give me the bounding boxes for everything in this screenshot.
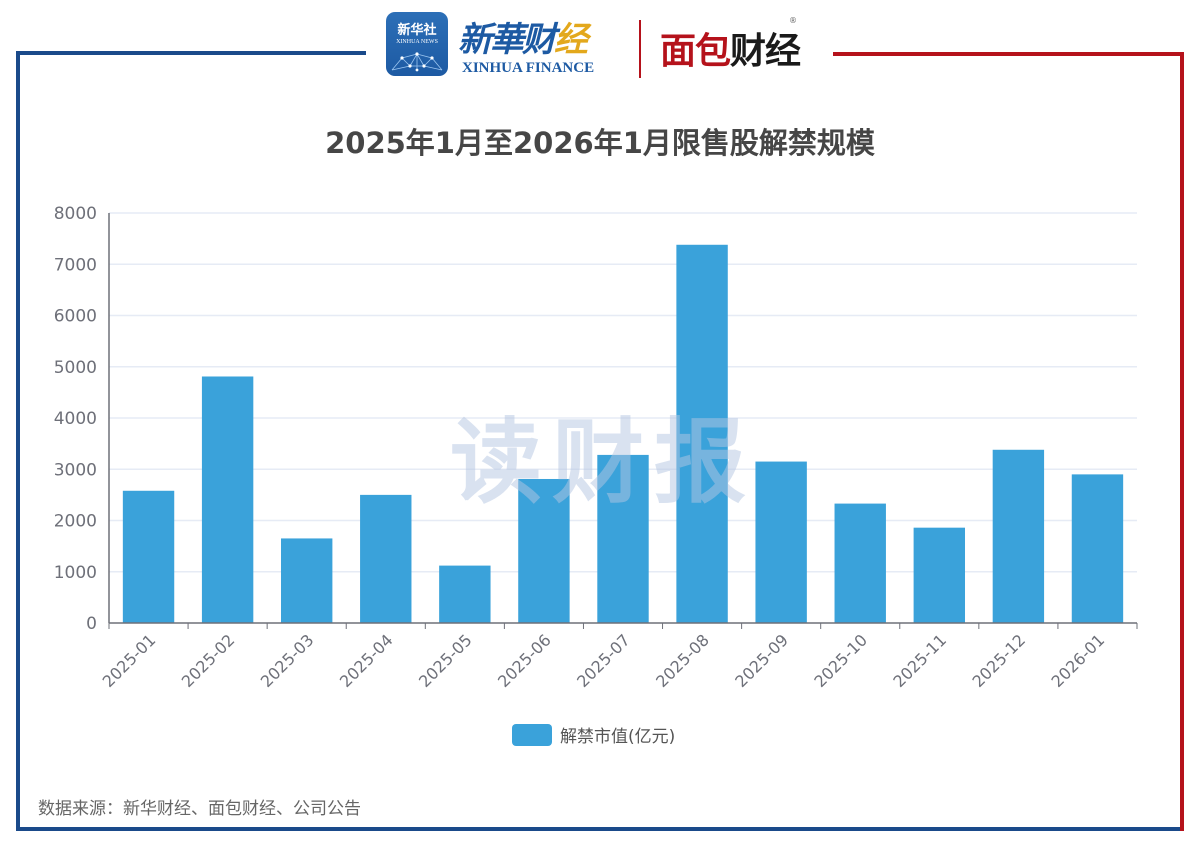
y-tick-label: 0 (86, 614, 97, 634)
bar[interactable] (676, 244, 728, 623)
y-tick-label: 5000 (54, 358, 97, 378)
x-tick-label: 2025-02 (178, 630, 239, 691)
bar[interactable] (992, 449, 1045, 623)
chart-title: 2025年1月至2026年1月限售股解禁规模 (325, 126, 875, 160)
xinhua-badge-cn: 新华社 (397, 23, 437, 38)
network-globe-icon (391, 52, 443, 72)
frame-top-left-line (16, 51, 366, 55)
xinhua-badge-en: XINHUA NEWS (396, 39, 438, 45)
mianbao-finance-logo: 面包财经 (660, 22, 801, 74)
frame-right-line (1180, 52, 1184, 831)
bar[interactable] (913, 527, 966, 623)
xinhua-finance-logo: 新華财经 XINHUA FINANCE (458, 12, 618, 78)
header-logos: 新华社 XINHUA NEWS 新華财经 XINHUA FINANCE 面包财经… (386, 12, 816, 78)
bar[interactable] (439, 565, 491, 623)
x-tick-label: 2026-01 (1048, 630, 1109, 691)
y-tick-label: 6000 (54, 307, 97, 327)
xinhua-finance-cn: 新華财经 (458, 12, 588, 61)
x-tick-label: 2025-07 (573, 630, 634, 691)
bar[interactable] (755, 461, 807, 623)
bar[interactable] (360, 494, 412, 623)
x-tick-label: 2025-09 (731, 630, 792, 691)
chart-legend[interactable]: 解禁市值(亿元) (512, 722, 675, 747)
x-tick-label: 2025-06 (494, 630, 555, 691)
x-tick-label: 2025-05 (415, 630, 476, 691)
bar[interactable] (201, 376, 254, 623)
y-tick-label: 8000 (54, 204, 97, 224)
bar[interactable] (518, 478, 570, 623)
bar[interactable] (122, 490, 175, 623)
mianbao-red-text: 面包 (660, 31, 731, 72)
y-tick-label: 3000 (54, 460, 97, 480)
x-tick-label: 2025-11 (889, 630, 950, 691)
x-tick-label: 2025-04 (336, 630, 397, 691)
legend-label: 解禁市值(亿元) (560, 727, 676, 747)
xinhua-news-logo: 新华社 XINHUA NEWS (386, 12, 448, 76)
frame-left-line (16, 51, 20, 831)
legend-swatch (512, 723, 552, 746)
y-tick-label: 1000 (54, 563, 97, 583)
xinhua-finance-cn-b: 经 (554, 20, 588, 60)
bar[interactable] (597, 454, 649, 623)
frame-top-right-line (833, 52, 1184, 56)
y-tick-label: 4000 (54, 409, 97, 429)
bar[interactable] (280, 538, 333, 623)
logo-separator (639, 20, 641, 78)
x-tick-label: 2025-03 (257, 630, 318, 691)
data-source-note: 数据来源：新华财经、面包财经、公司公告 (38, 799, 361, 819)
x-tick-label: 2025-12 (969, 630, 1030, 691)
y-tick-label: 2000 (54, 512, 97, 532)
registered-mark: ® (789, 16, 797, 25)
mianbao-dark-text: 财经 (730, 31, 801, 72)
xinhua-finance-cn-a: 新華财 (458, 20, 556, 60)
x-tick-label: 2025-08 (652, 630, 713, 691)
bar[interactable] (1071, 474, 1124, 623)
bar[interactable] (834, 503, 886, 623)
xinhua-finance-en: XINHUA FINANCE (462, 60, 595, 76)
frame-bottom-line (16, 827, 1184, 831)
y-tick-label: 7000 (54, 255, 97, 275)
x-tick-label: 2025-10 (810, 630, 871, 691)
x-tick-label: 2025-01 (99, 630, 160, 691)
